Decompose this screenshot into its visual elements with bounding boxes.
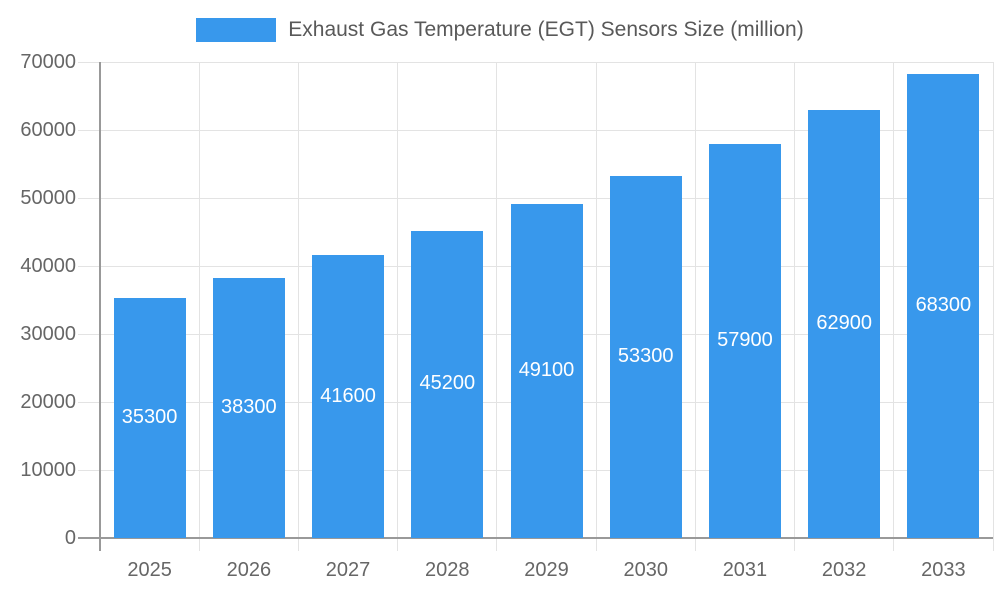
bar-2025 bbox=[113, 297, 186, 538]
bar-2033 bbox=[907, 73, 980, 538]
bar-2026 bbox=[212, 277, 285, 538]
gridline-v bbox=[694, 62, 696, 551]
bar-value-label: 38300 bbox=[221, 395, 277, 418]
plot-area: 35300 38300 41600 45200 49100 53300 57900 62900… bbox=[78, 61, 994, 551]
gridline-v bbox=[496, 62, 498, 551]
gridline-h bbox=[78, 61, 993, 63]
legend-swatch bbox=[196, 18, 277, 42]
y-axis-tick-label: 60000 bbox=[20, 119, 76, 141]
gridline-v bbox=[893, 62, 895, 551]
gridline-v bbox=[397, 62, 399, 551]
x-axis-line bbox=[78, 537, 993, 539]
gridline-h bbox=[78, 197, 993, 199]
gridline-v bbox=[992, 62, 994, 551]
x-axis-tick-label: 2027 bbox=[325, 559, 371, 581]
y-axis-tick-label: 10000 bbox=[20, 459, 76, 481]
gridline-v bbox=[198, 62, 200, 551]
bar-2031 bbox=[708, 144, 781, 538]
bar-2032 bbox=[808, 110, 881, 538]
y-axis-line bbox=[99, 62, 101, 551]
bar-2028 bbox=[411, 230, 484, 538]
x-axis-tick-label: 2025 bbox=[127, 559, 172, 581]
gridline-v bbox=[297, 62, 299, 551]
gridline-v bbox=[595, 62, 597, 551]
y-axis-tick-label: 50000 bbox=[20, 187, 76, 209]
y-axis-tick-label: 20000 bbox=[20, 391, 76, 413]
x-axis-tick-label: 2030 bbox=[623, 559, 668, 581]
x-axis-tick-label: 2026 bbox=[226, 559, 272, 581]
y-axis-tick-label: 70000 bbox=[20, 51, 76, 73]
bar-value-label: 35300 bbox=[121, 405, 178, 428]
x-axis-tick-label: 2028 bbox=[425, 559, 470, 581]
y-axis-tick-label: 0 bbox=[64, 527, 76, 549]
y-axis-tick-label: 40000 bbox=[20, 255, 76, 277]
bar-2027 bbox=[312, 255, 385, 538]
bar-value-label: 53300 bbox=[617, 344, 674, 367]
bar-2030 bbox=[609, 175, 682, 538]
bar-value-label: 45200 bbox=[419, 372, 476, 395]
gridline-v bbox=[794, 62, 796, 551]
bar-value-label: 49100 bbox=[518, 359, 575, 382]
gridline-h bbox=[78, 129, 993, 131]
chart-title: Exhaust Gas Temperature (EGT) Sensors Si… bbox=[288, 18, 804, 41]
bar-value-label: 62900 bbox=[816, 312, 872, 335]
bar-value-label: 68300 bbox=[915, 293, 972, 316]
x-axis-tick-label: 2033 bbox=[921, 559, 966, 581]
bar-value-label: 41600 bbox=[320, 384, 376, 407]
chart-legend: Exhaust Gas Temperature (EGT) Sensors Si… bbox=[0, 18, 1000, 42]
bar-value-label: 57900 bbox=[717, 329, 773, 352]
x-axis-tick-label: 2032 bbox=[821, 559, 867, 581]
bar-2029 bbox=[510, 204, 583, 538]
x-axis-tick-label: 2031 bbox=[722, 559, 768, 581]
x-axis-tick-label: 2029 bbox=[524, 559, 569, 581]
y-axis-tick-label: 30000 bbox=[20, 323, 76, 345]
